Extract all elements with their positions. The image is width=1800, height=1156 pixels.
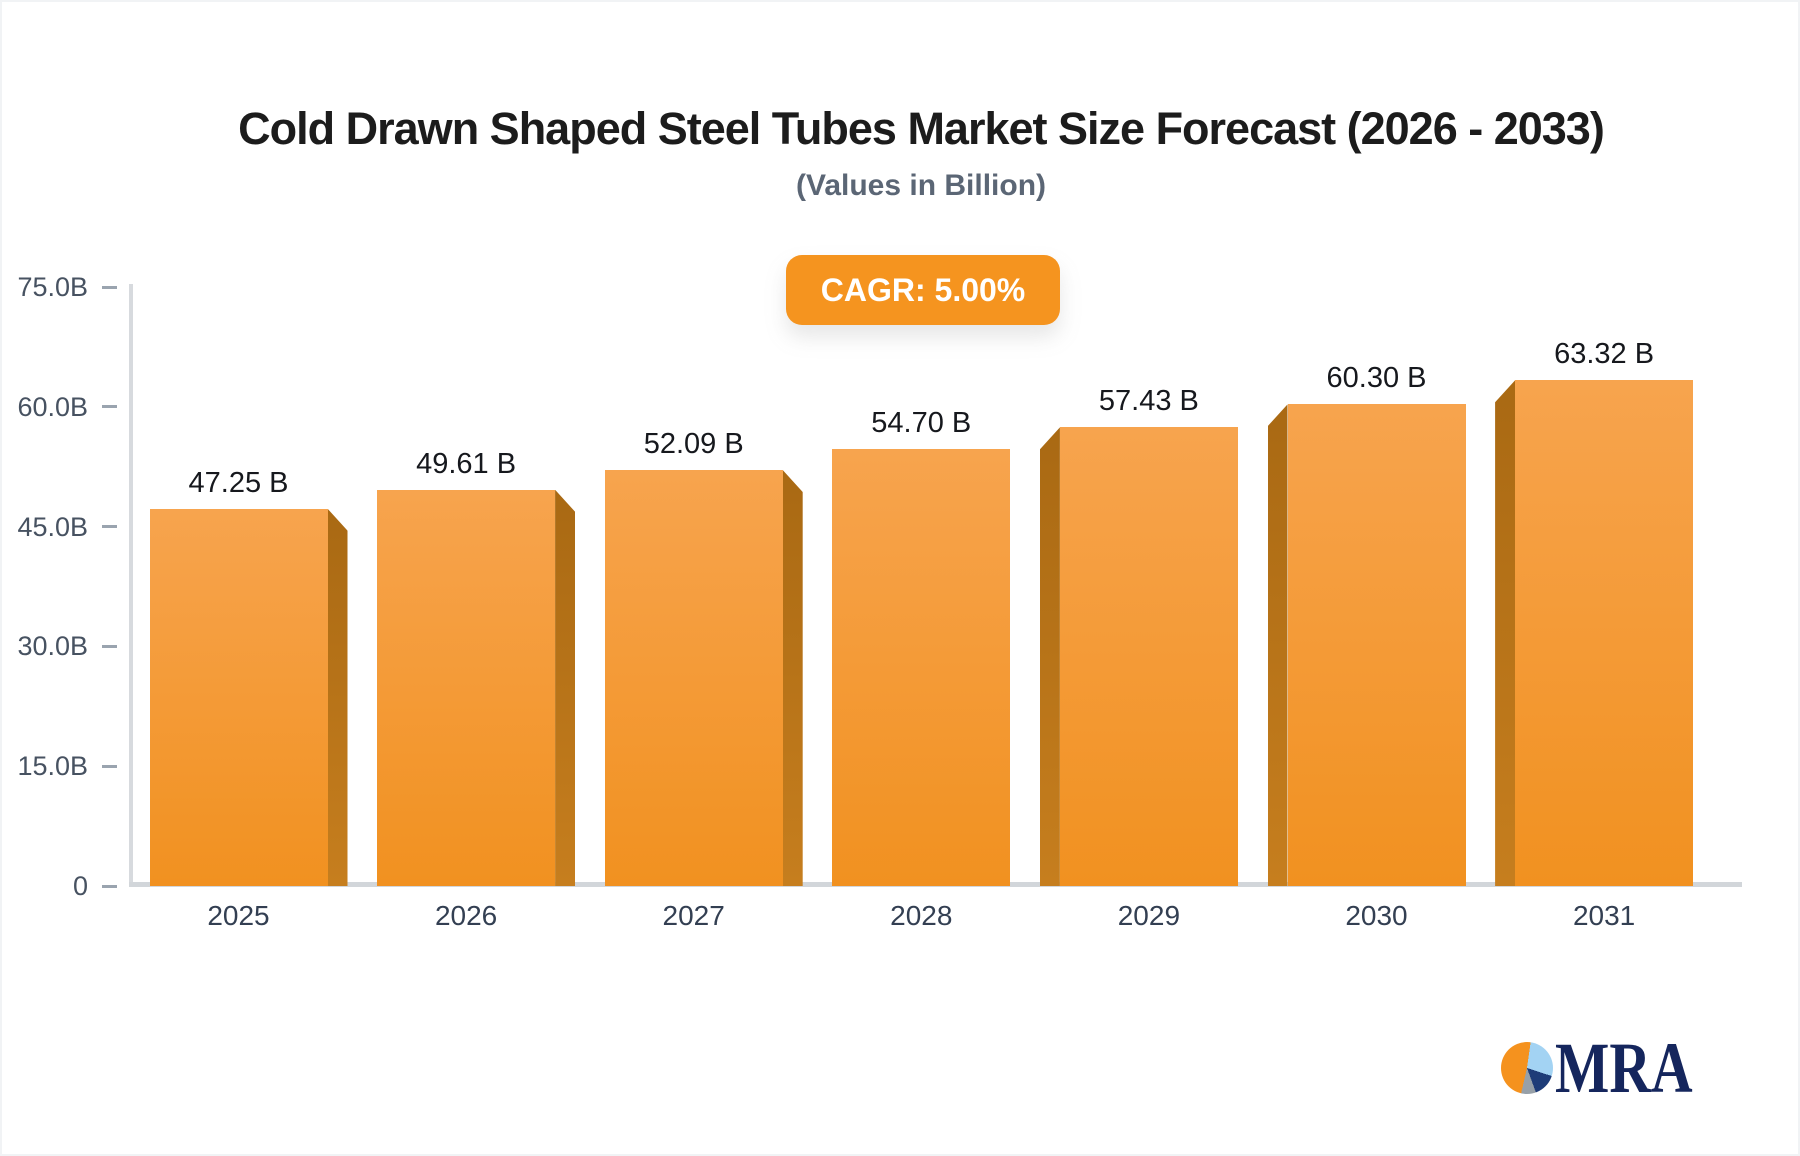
y-axis-tick-label: 15.0B [17, 751, 88, 782]
bar [832, 449, 1011, 886]
bar-value-label: 57.43 B [1098, 385, 1199, 418]
x-axis-label: 2029 [1117, 900, 1181, 931]
brand-logo-text: MRA [1555, 1028, 1693, 1108]
chart-title: Cold Drawn Shaped Steel Tubes Market Siz… [238, 103, 1605, 154]
bar-value-label: 47.25 B [188, 466, 289, 499]
y-axis-tick-mark [102, 884, 117, 888]
x-axis-label: 2027 [662, 900, 725, 931]
brand-logo: MRA [1501, 1028, 1727, 1108]
y-axis-tick-label: 30.0B [17, 631, 88, 662]
bar [149, 508, 328, 886]
y-axis-tick-label: 60.0B [17, 391, 88, 422]
x-axis-label: 2026 [434, 900, 498, 931]
x-axis-label: 2030 [1345, 900, 1408, 931]
bar-value-label: 54.70 B [871, 407, 972, 440]
y-axis-tick-mark [102, 644, 117, 648]
y-axis-tick-label: 45.0B [17, 511, 88, 542]
y-axis-tick-label: 75.0B [17, 272, 88, 302]
y-axis-tick-label: 0 [72, 871, 88, 901]
y-axis-tick-mark [102, 285, 117, 289]
bar-3d-side-face [1495, 380, 1516, 886]
y-axis-line [129, 284, 133, 886]
y-axis-tick-mark [102, 405, 117, 409]
bar [1287, 404, 1466, 886]
bar-3d-side-face [782, 469, 803, 886]
bar [377, 489, 556, 886]
bar [604, 469, 783, 886]
y-axis-tick-mark [102, 525, 117, 529]
bar-3d-side-face [327, 508, 348, 886]
bar-value-label: 49.61 B [416, 447, 517, 480]
bar-value-label: 60.30 B [1326, 362, 1427, 395]
bar-value-label: 63.32 B [1554, 338, 1655, 371]
x-axis-label: 2028 [890, 900, 953, 931]
cagr-badge: CAGR: 5.00% [786, 255, 1060, 325]
bar-3d-side-face [555, 489, 576, 886]
x-axis-label: 2025 [207, 900, 270, 931]
bar-3d-side-face [1267, 404, 1288, 886]
bar-3d-side-face [1039, 427, 1060, 886]
bar [1515, 380, 1694, 886]
bar-value-label: 52.09 B [643, 427, 744, 460]
y-axis-tick-mark [102, 764, 117, 768]
chart-subtitle: (Values in Billion) [795, 169, 1047, 202]
x-axis-label: 2031 [1572, 900, 1636, 931]
pie-chart-logo-icon [1501, 1042, 1553, 1094]
bar [1059, 427, 1238, 886]
